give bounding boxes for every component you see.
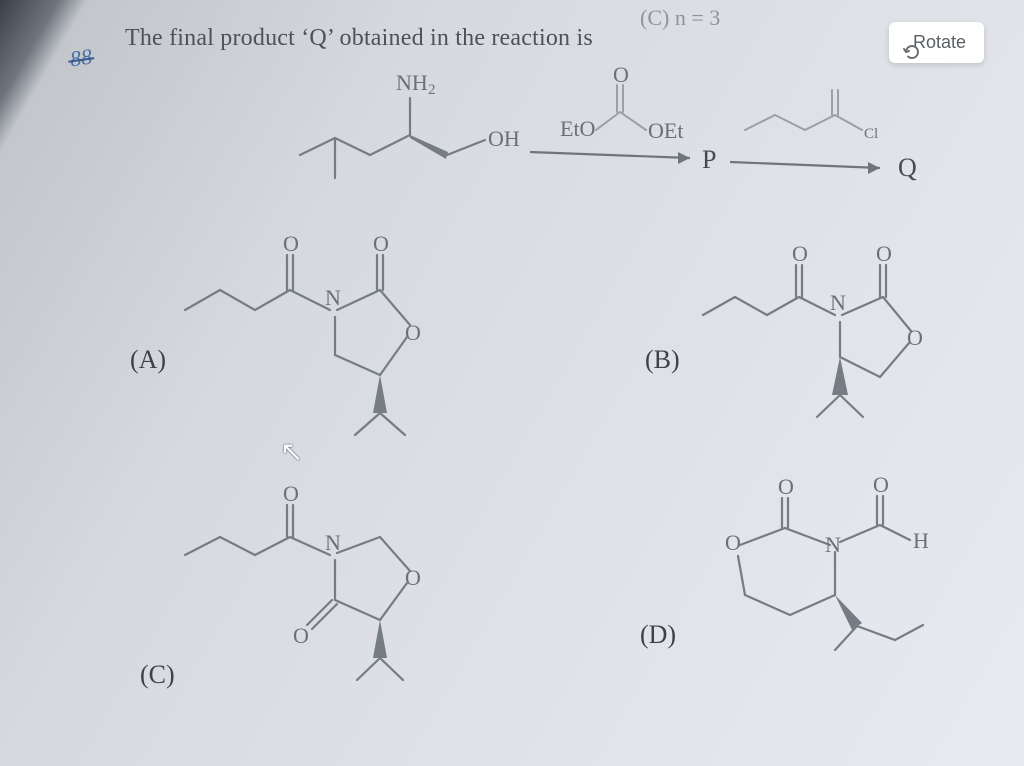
svg-text:O: O [778, 474, 794, 499]
option-B-structure: O N O O [695, 235, 955, 465]
svg-text:O: O [373, 231, 389, 256]
question-number: 88 [68, 44, 93, 73]
svg-text:O: O [907, 325, 923, 350]
svg-text:O: O [293, 623, 309, 648]
reagent1-right: OEt [648, 118, 683, 143]
previous-answer-ghost: (C) n = 3 [640, 5, 720, 31]
reaction-scheme: NH 2 OH EtO O OEt P [270, 60, 990, 220]
svg-text:O: O [283, 231, 299, 256]
svg-text:O: O [792, 241, 808, 266]
oh-label: OH [488, 126, 520, 151]
product-Q: Q [898, 153, 917, 182]
svg-text:H: H [913, 528, 929, 553]
option-D-label[interactable]: (D) [640, 620, 676, 650]
option-C-label[interactable]: (C) [140, 660, 175, 690]
option-B-label[interactable]: (B) [645, 345, 680, 375]
nh2-label: NH [396, 70, 428, 95]
svg-text:O: O [283, 481, 299, 506]
page: (C) n = 3 88 The final product ‘Q’ obtai… [0, 0, 1024, 766]
intermediate-P: P [702, 145, 716, 174]
svg-text:O: O [405, 320, 421, 345]
reagent2-cl: Cl [864, 126, 878, 142]
svg-text:N: N [825, 532, 841, 557]
svg-text:O: O [873, 472, 889, 497]
option-D-structure: O O N O H [695, 490, 965, 730]
reagent1-left: EtO [560, 116, 595, 141]
reagent1-top: O [613, 62, 629, 87]
svg-text:O: O [725, 530, 741, 555]
option-A-label[interactable]: (A) [130, 345, 166, 375]
question-text: The final product ‘Q’ obtained in the re… [125, 25, 593, 52]
rotate-button[interactable]: Rotate [889, 22, 984, 63]
option-A-structure: O N O O [175, 225, 455, 465]
svg-text:O: O [876, 241, 892, 266]
cursor-icon: ↖ [280, 435, 303, 469]
option-C-structure: O N O O [175, 475, 465, 725]
svg-text:O: O [405, 565, 421, 590]
svg-text:N: N [325, 285, 341, 310]
nh2-sub: 2 [428, 82, 436, 98]
svg-text:N: N [830, 290, 846, 315]
